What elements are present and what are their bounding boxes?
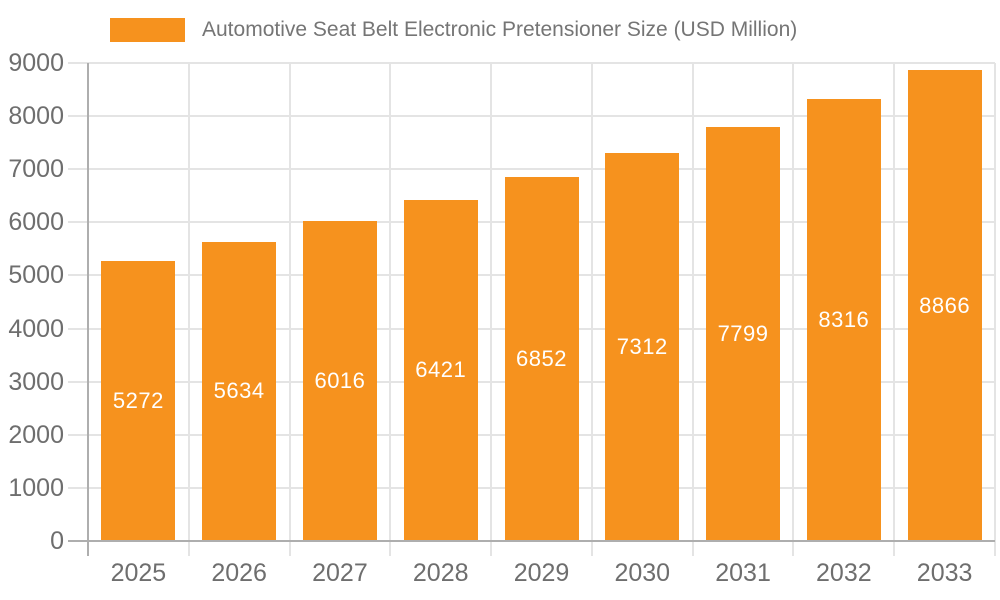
y-axis-line bbox=[87, 63, 89, 556]
gridline-h bbox=[68, 168, 995, 171]
bar: 6852 bbox=[504, 177, 579, 541]
y-axis-tick-label: 0 bbox=[50, 527, 64, 555]
gridline-v bbox=[792, 63, 795, 556]
bar-value-label: 8866 bbox=[919, 292, 971, 318]
legend-swatch bbox=[110, 18, 185, 42]
gridline-v bbox=[691, 63, 694, 556]
y-axis-tick-label: 1000 bbox=[8, 473, 64, 502]
bar: 8866 bbox=[907, 70, 982, 541]
gridline-h bbox=[68, 115, 995, 118]
x-axis-tick-label: 2031 bbox=[715, 559, 771, 587]
gridline-v bbox=[490, 63, 493, 556]
bar-value-label: 8316 bbox=[818, 307, 870, 333]
chart-title: Automotive Seat Belt Electronic Pretensi… bbox=[202, 18, 798, 41]
chart-legend: Automotive Seat Belt Electronic Pretensi… bbox=[110, 18, 797, 42]
bar-value-label: 5272 bbox=[112, 387, 164, 413]
gridline-v bbox=[389, 63, 392, 556]
x-axis-tick-label: 2026 bbox=[211, 559, 267, 587]
bar: 6421 bbox=[403, 199, 478, 541]
bar: 6016 bbox=[302, 221, 377, 541]
bar: 7799 bbox=[706, 126, 781, 541]
y-axis-tick-label: 6000 bbox=[8, 208, 64, 237]
y-axis-tick-label: 8000 bbox=[8, 102, 64, 131]
x-axis-tick-label: 2027 bbox=[312, 559, 368, 587]
gridline-v bbox=[893, 63, 896, 556]
gridline-v bbox=[288, 63, 291, 556]
bar-value-label: 7312 bbox=[616, 333, 668, 359]
x-axis-tick-label: 2028 bbox=[412, 559, 469, 587]
bar: 8316 bbox=[806, 99, 881, 541]
gridline-v bbox=[994, 63, 996, 556]
gridline-v bbox=[590, 63, 593, 556]
bar-value-label: 6421 bbox=[415, 357, 467, 383]
gridline-h bbox=[68, 62, 995, 64]
y-axis-tick-label: 3000 bbox=[8, 367, 64, 396]
y-axis-tick-label: 4000 bbox=[8, 314, 64, 343]
gridline-v bbox=[187, 63, 190, 556]
bar: 7312 bbox=[605, 152, 680, 541]
x-axis-tick-label: 2029 bbox=[513, 559, 570, 587]
x-axis-tick-label: 2030 bbox=[614, 559, 671, 587]
bar-value-label: 5634 bbox=[213, 378, 265, 404]
x-axis-tick-label: 2032 bbox=[816, 559, 872, 587]
x-axis-tick-label: 2033 bbox=[916, 559, 973, 587]
bar-value-label: 6852 bbox=[516, 346, 567, 372]
bar-value-label: 7799 bbox=[717, 320, 769, 346]
bar: 5634 bbox=[202, 241, 277, 541]
y-axis-tick-label: 9000 bbox=[8, 49, 64, 77]
bar: 5272 bbox=[101, 260, 176, 541]
y-axis-tick-label: 2000 bbox=[8, 420, 64, 449]
bar-value-label: 6016 bbox=[314, 368, 366, 394]
y-axis-tick-label: 5000 bbox=[8, 261, 64, 290]
x-axis-line bbox=[68, 540, 995, 542]
x-axis-tick-label: 2025 bbox=[110, 559, 167, 587]
y-axis-tick-label: 7000 bbox=[8, 155, 64, 184]
